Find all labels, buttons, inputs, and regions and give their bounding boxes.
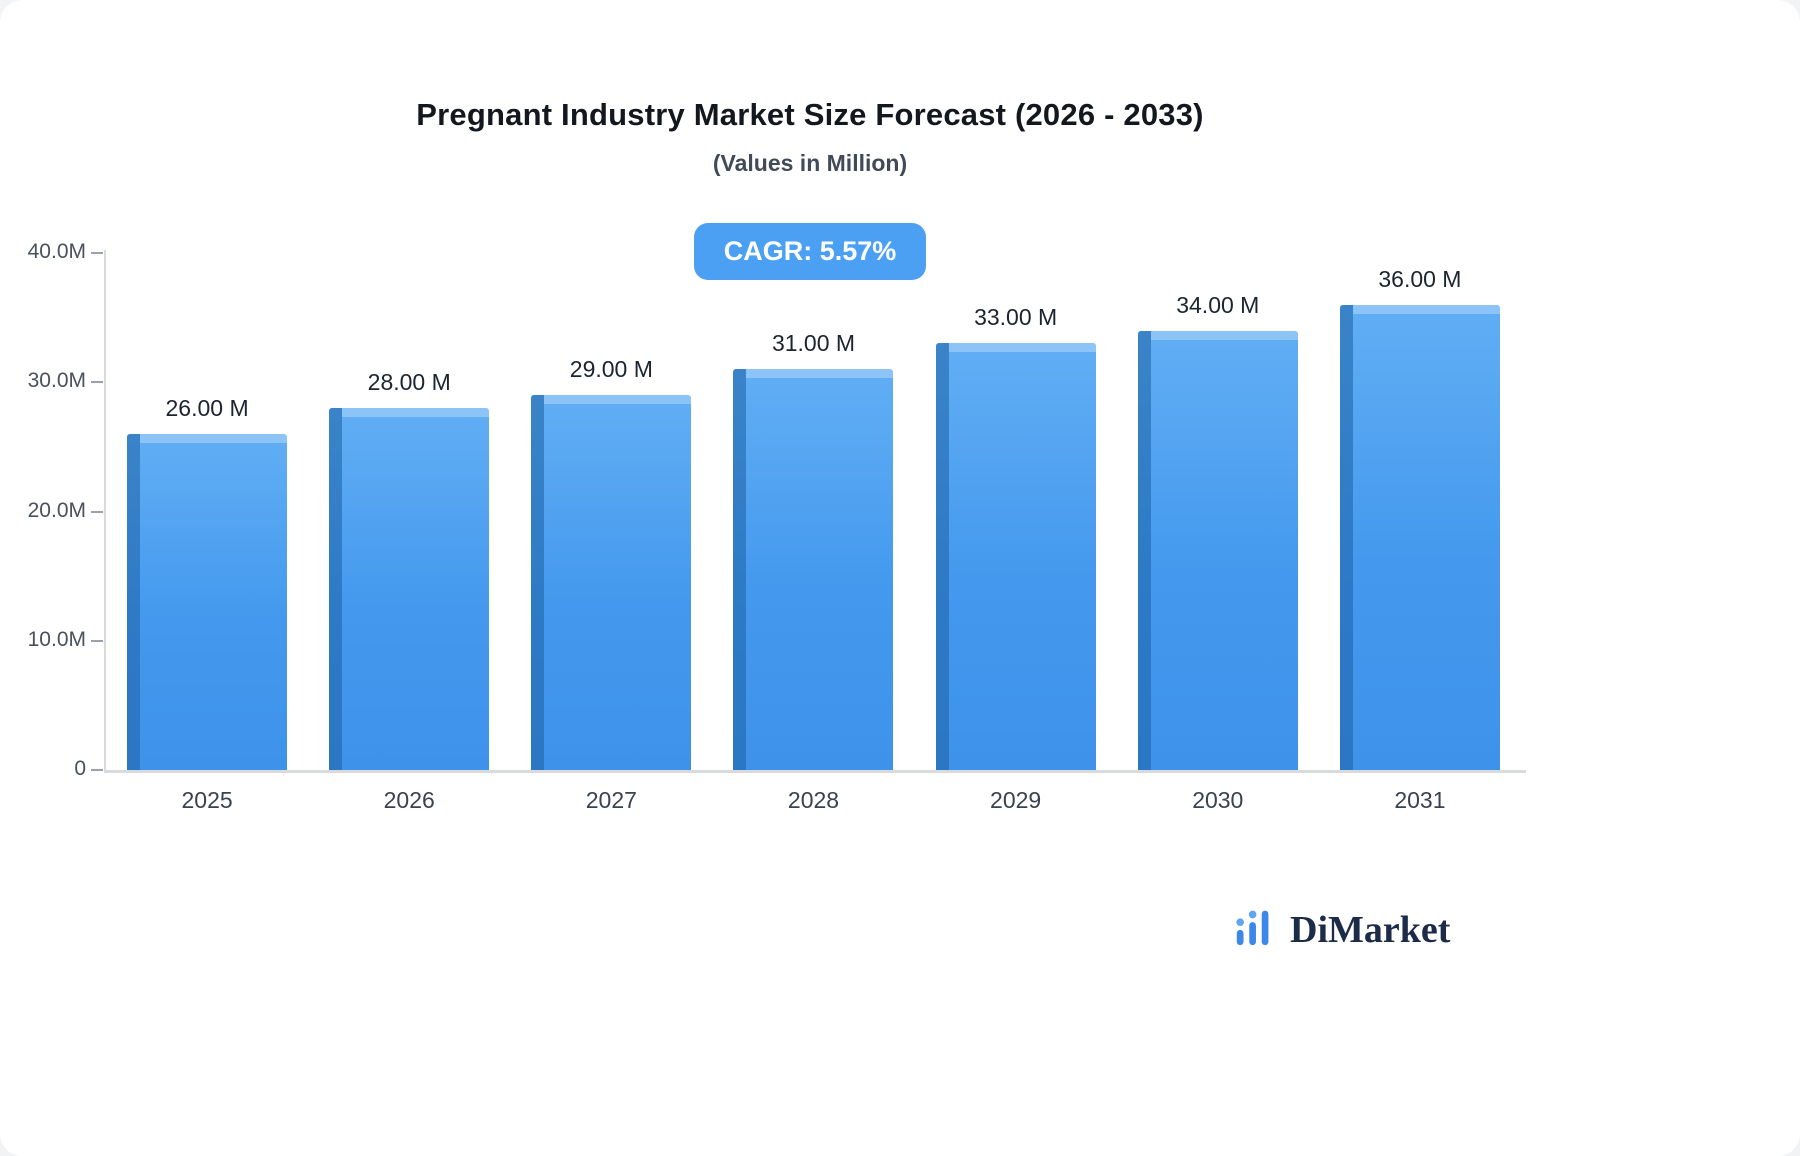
- bar-value-label-2030: 34.00 M: [1176, 292, 1260, 318]
- chart-title: Pregnant Industry Market Size Forecast (…: [416, 97, 1204, 132]
- bar-column-2026: 28.00 M: [308, 253, 510, 770]
- bar-2025: [127, 434, 288, 770]
- bar-chart-logo-icon: [1236, 910, 1269, 946]
- bar-column-2031: 36.00 M: [1319, 253, 1521, 770]
- bar-2027: [531, 395, 692, 770]
- brand-logo-text: DiMarket: [1290, 909, 1451, 951]
- bar-value-label-2026: 28.00 M: [367, 369, 451, 395]
- y-axis-tick-label-10.0M: 10.0M: [27, 627, 86, 651]
- y-axis-tick-label-0: 0: [74, 757, 86, 780]
- bar-value-label-2027: 29.00 M: [569, 356, 653, 382]
- bar-column-2028: 31.00 M: [712, 253, 914, 770]
- bar-value-label-2025: 26.00 M: [165, 395, 249, 421]
- cagr-badge: CAGR: 5.57%: [693, 223, 927, 280]
- bar-2029: [935, 343, 1096, 770]
- bar-value-label-2029: 33.00 M: [974, 304, 1058, 330]
- bar-column-2027: 29.00 M: [510, 253, 712, 770]
- bar-column-2029: 33.00 M: [915, 253, 1117, 770]
- x-axis-baseline: [104, 770, 1526, 773]
- y-axis-tick-label-30.0M: 30.0M: [27, 369, 86, 393]
- bar-value-label-2031: 36.00 M: [1378, 266, 1462, 292]
- x-axis-label-2027: 2027: [585, 787, 637, 813]
- x-axis-label-2026: 2026: [383, 787, 435, 813]
- x-axis-label-2029: 2029: [990, 787, 1042, 813]
- y-axis-tick-label-20.0M: 20.0M: [27, 498, 86, 522]
- y-axis-tick-mark: [91, 639, 103, 642]
- bar-value-label-2028: 31.00 M: [771, 330, 856, 356]
- bar-2031: [1339, 305, 1500, 770]
- y-axis-tick-label-40.0M: 40.0M: [27, 240, 86, 263]
- y-axis-tick-mark: [91, 510, 103, 513]
- brand-logo: DiMarket: [1232, 903, 1450, 949]
- chart-subtitle: (Values in Million): [712, 150, 908, 176]
- x-axis-label-2025: 2025: [181, 787, 233, 813]
- bar-column-2025: 26.00 M: [106, 253, 308, 770]
- cagr-badge-wrap: CAGR: 5.57%: [0, 223, 1620, 280]
- y-axis-tick-mark: [91, 252, 103, 254]
- bar-2030: [1137, 331, 1298, 770]
- y-axis-line: [104, 250, 106, 772]
- bars-plot-area: 26.00 M 28.00 M 29.00 M 31.00 M 33.00 M 34.00…: [106, 253, 1521, 770]
- y-axis-tick-mark: [91, 381, 103, 384]
- x-axis-label-2030: 2030: [1192, 787, 1244, 813]
- bar-2028: [733, 369, 894, 770]
- x-axis-label-2028: 2028: [787, 787, 840, 813]
- bar-2026: [329, 408, 490, 770]
- bar-column-2030: 34.00 M: [1117, 253, 1319, 770]
- x-axis-label-2031: 2031: [1394, 787, 1446, 813]
- x-axis-labels: 2025 2026 2027 2028 2029 2030 2031: [106, 787, 1521, 814]
- y-axis-tick-mark: [91, 769, 103, 771]
